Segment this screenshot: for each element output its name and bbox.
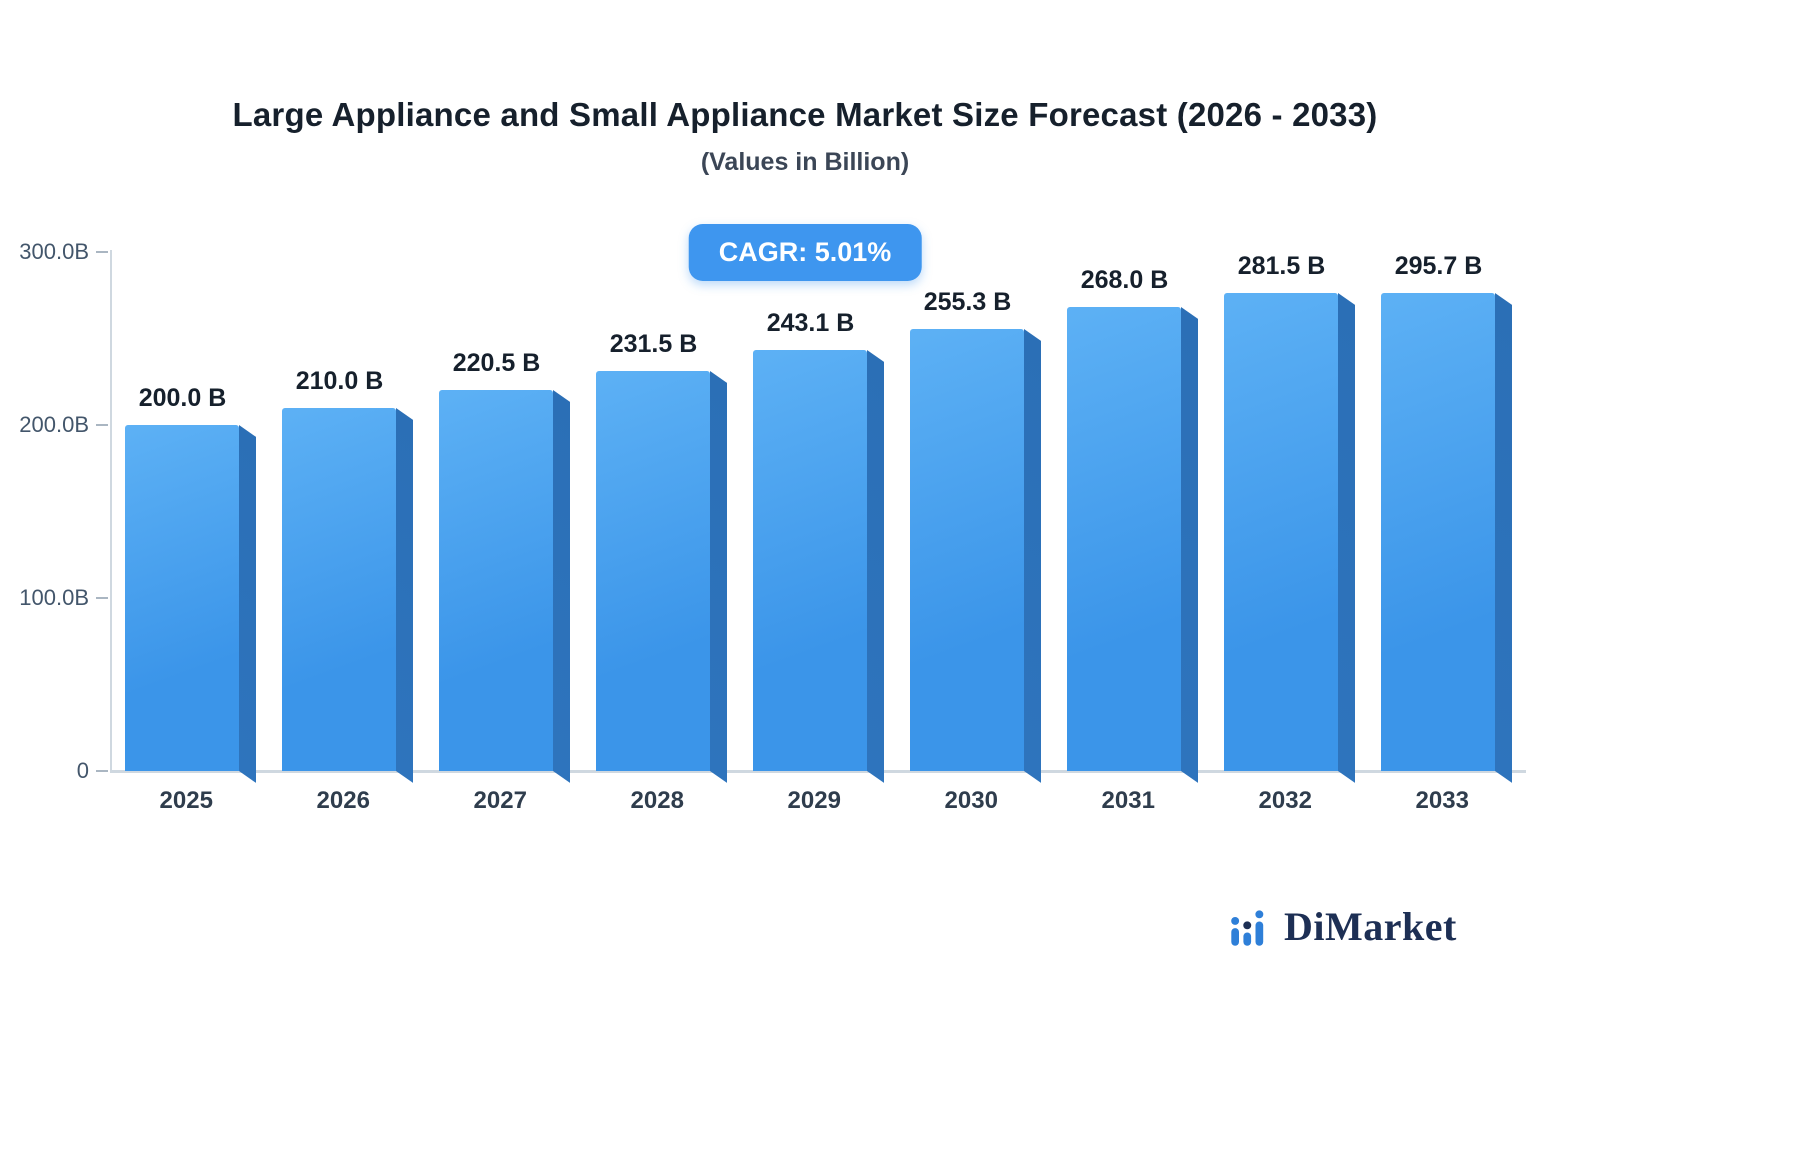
bar-group: 220.5 B 2027: [426, 252, 583, 814]
y-tick-mark: [96, 597, 108, 599]
bar[interactable]: [1381, 293, 1512, 783]
bar-front-face: [1067, 307, 1181, 771]
bar[interactable]: [753, 350, 884, 783]
bar-group: 231.5 B 2028: [583, 252, 740, 814]
bar-group: 268.0 B 2031: [1054, 252, 1211, 814]
bar-front-face: [282, 407, 396, 771]
bar[interactable]: [282, 407, 413, 783]
bar-group: 210.0 B 2026: [269, 252, 426, 814]
bar-front-face: [125, 425, 239, 771]
bar-side-face: [239, 425, 256, 783]
y-tick: 100.0B: [19, 585, 108, 611]
x-axis-label: 2027: [473, 787, 527, 814]
bar-side-face: [1181, 307, 1198, 783]
bar-group: 243.1 B 2029: [740, 252, 897, 814]
y-tick-label: 300.0B: [19, 239, 89, 264]
bar[interactable]: [596, 370, 727, 783]
bar-group: 255.3 B 2030: [897, 252, 1054, 814]
bar-value-label: 220.5 B: [452, 348, 541, 377]
bar[interactable]: [439, 389, 570, 783]
bar[interactable]: [1224, 293, 1355, 783]
x-axis-label: 2032: [1258, 787, 1312, 814]
bar-side-face: [1338, 293, 1355, 783]
cagr-badge: CAGR: 5.01%: [688, 224, 922, 281]
x-axis-label: 2026: [316, 787, 370, 814]
bar-value-label: 210.0 B: [295, 366, 384, 395]
bar-side-face: [867, 350, 884, 783]
y-tick-mark: [96, 770, 108, 772]
y-axis-line: [110, 250, 112, 772]
bar-side-face: [396, 407, 413, 783]
y-tick-label: 100.0B: [19, 585, 89, 610]
bar-group: 281.5 B 2032: [1211, 252, 1368, 814]
bar-value-label: 281.5 B: [1237, 252, 1326, 280]
bar-value-label: 243.1 B: [766, 309, 855, 338]
x-axis-label: 2030: [944, 787, 998, 814]
bar-front-face: [910, 329, 1024, 771]
x-axis-label: 2031: [1101, 787, 1155, 814]
y-tick-mark: [96, 424, 108, 426]
x-axis-label: 2033: [1415, 787, 1469, 814]
chart-title: Large Appliance and Small Appliance Mark…: [232, 96, 1378, 133]
bar-side-face: [553, 389, 570, 783]
chart-subtitle: (Values in Billion): [700, 148, 910, 176]
bar-side-face: [710, 370, 727, 783]
x-axis-label: 2025: [159, 787, 213, 814]
y-tick-label: 200.0B: [19, 412, 89, 437]
bar-value-label: 200.0 B: [138, 384, 227, 412]
x-axis-label: 2028: [630, 787, 684, 814]
y-tick-label: 0: [76, 758, 89, 783]
dimarket-logo-text: DiMarket: [1284, 904, 1457, 949]
bar-front-face: [1224, 293, 1338, 771]
bar-value-label: 268.0 B: [1080, 266, 1169, 295]
bar-value-label: 231.5 B: [609, 329, 698, 358]
dimarket-logo-icon: [1231, 909, 1264, 946]
bar-value-label: 295.7 B: [1394, 252, 1483, 280]
x-axis-label: 2029: [787, 787, 841, 814]
y-tick: 0: [77, 758, 108, 784]
bars-area: 200.0 B 2025 210.0 B 2026 220.5 B 2027 231.5 B…: [112, 252, 1525, 814]
bar-front-face: [439, 389, 553, 771]
bar[interactable]: [910, 329, 1041, 783]
bar[interactable]: [125, 425, 256, 783]
y-axis-ticks: 300.0B 200.0B 100.0B 0: [0, 239, 108, 783]
bar-front-face: [753, 350, 867, 771]
bar-group: 295.7 B 2033: [1368, 252, 1525, 814]
x-axis-line: [110, 770, 1526, 773]
bar-side-face: [1495, 293, 1512, 783]
dimarket-logo: DiMarket: [1228, 903, 1457, 950]
y-tick-mark: [96, 251, 108, 253]
bar-value-label: 255.3 B: [923, 288, 1012, 317]
bar-group: 200.0 B 2025: [112, 252, 269, 814]
y-tick: 200.0B: [19, 412, 108, 438]
bar-front-face: [596, 370, 710, 771]
bar[interactable]: [1067, 307, 1198, 783]
bar-front-face: [1381, 293, 1495, 771]
bar-side-face: [1024, 329, 1041, 783]
y-tick: 300.0B: [19, 239, 108, 265]
